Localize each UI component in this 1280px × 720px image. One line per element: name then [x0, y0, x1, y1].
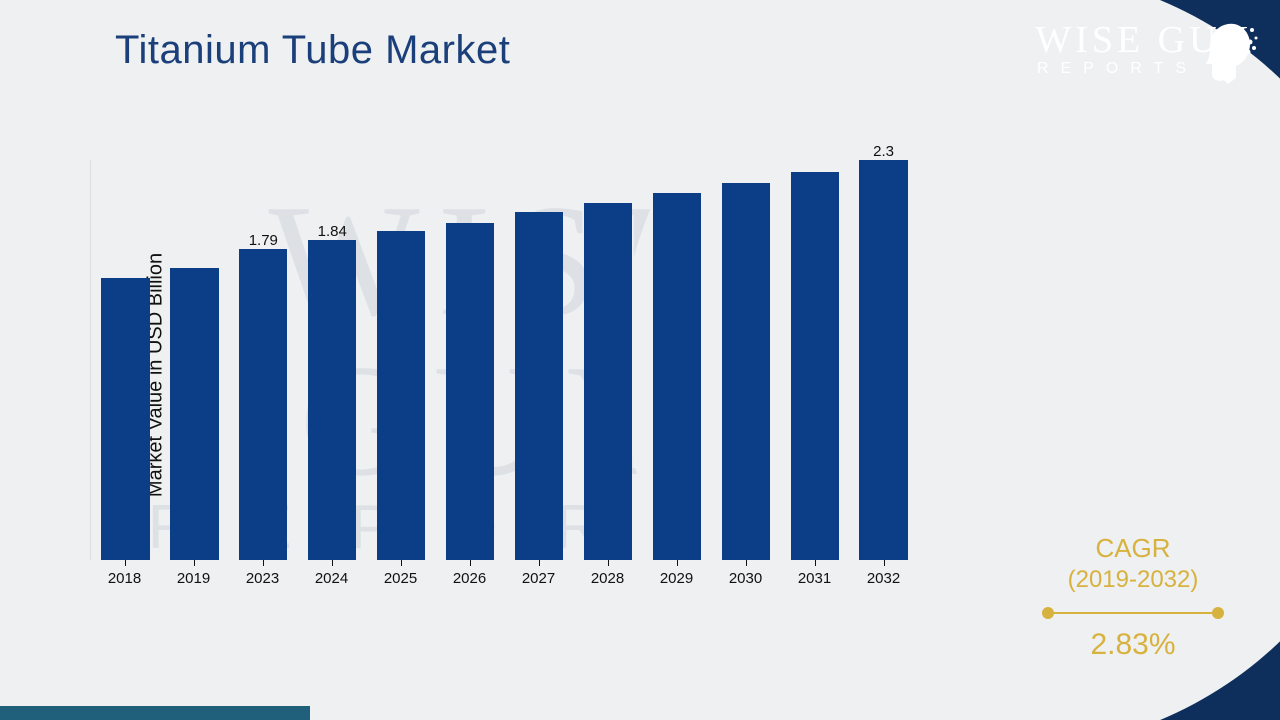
market-infographic: WISE GUY REPORTS Titanium Tube Market WI… [0, 0, 1280, 720]
cagr-period: (2019-2032) [1018, 566, 1248, 594]
x-tick-label: 2029 [642, 564, 711, 590]
x-tick-label: 2030 [711, 564, 780, 590]
x-tick-label: 2023 [228, 564, 297, 590]
bar-slot: 1.84 [298, 160, 367, 560]
head-icon [1206, 22, 1258, 84]
footer-accent-bar [0, 706, 310, 720]
bar-slot [367, 160, 436, 560]
bars-container: 1.79 1.84 2.3 [91, 160, 918, 560]
bar-slot [436, 160, 505, 560]
cagr-value: 2.83% [1018, 628, 1248, 662]
x-tick-label: 2026 [435, 564, 504, 590]
chart-title: Titanium Tube Market [115, 28, 510, 73]
bar [308, 240, 356, 560]
cagr-divider [1048, 612, 1218, 614]
x-tick-label: 2019 [159, 564, 228, 590]
bar [859, 160, 907, 560]
bar-slot [91, 160, 160, 560]
cagr-label: CAGR [1018, 533, 1248, 564]
x-tick-label: 2025 [366, 564, 435, 590]
cagr-block: CAGR (2019-2032) 2.83% [1018, 533, 1248, 662]
x-tick-label: 2027 [504, 564, 573, 590]
x-tick-label: 2028 [573, 564, 642, 590]
bar [101, 278, 149, 560]
bar-slot [160, 160, 229, 560]
bar-chart: Market Value in USD Billion 1.791.842.3 … [48, 160, 918, 590]
bar [170, 268, 218, 560]
bar [584, 203, 632, 560]
plot-area: 1.79 1.84 2.3 [90, 160, 918, 560]
bar-slot [642, 160, 711, 560]
x-tick-label: 2031 [780, 564, 849, 590]
bar [791, 172, 839, 560]
x-tick-label: 2018 [90, 564, 159, 590]
bar [446, 223, 494, 560]
bar [515, 212, 563, 560]
x-axis: 2018201920232024202520262027202820292030… [90, 564, 918, 590]
bar-value-label: 2.3 [873, 143, 894, 160]
bar [722, 183, 770, 560]
bar-slot [573, 160, 642, 560]
bar-value-label: 1.84 [318, 223, 347, 240]
bar-slot [780, 160, 849, 560]
brand-logo: WISE GUY REPORTS [982, 18, 1252, 78]
bar-value-label: 1.79 [249, 232, 278, 249]
bar [377, 231, 425, 560]
bar [653, 193, 701, 560]
bar-slot [505, 160, 574, 560]
bar-slot [711, 160, 780, 560]
bar [239, 249, 287, 560]
bar-slot: 2.3 [849, 160, 918, 560]
bar-slot: 1.79 [229, 160, 298, 560]
x-tick-label: 2032 [849, 564, 918, 590]
x-tick-label: 2024 [297, 564, 366, 590]
